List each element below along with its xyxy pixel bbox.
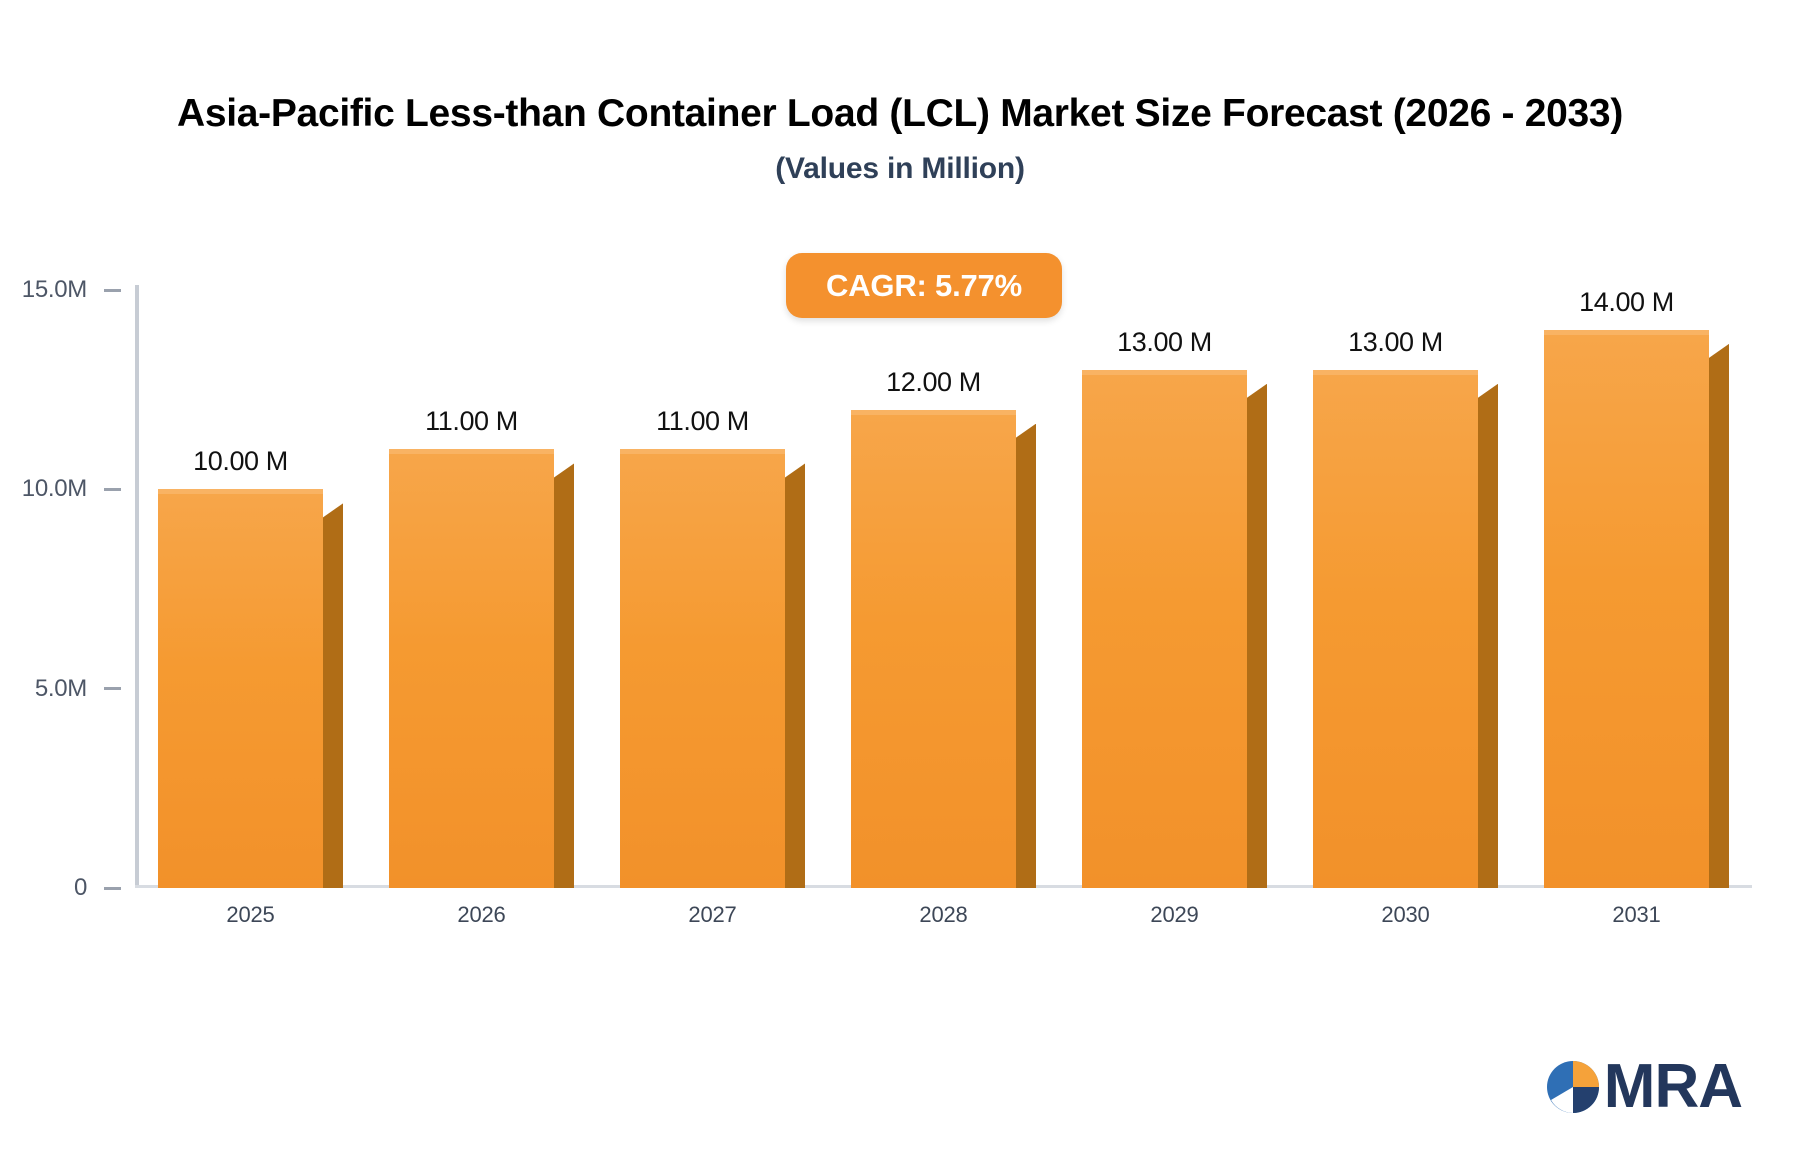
bar-column: 11.00 M [620,406,805,888]
bar-3d-shape [620,449,805,888]
bar-column: 11.00 M [389,406,574,888]
x-axis-tick-label: 2028 [919,902,968,927]
bar-series: 10.00 M 11.00 M 11.00 M 12.00 M 13.00 M 13.00… [135,287,1752,888]
bar-top-edge [389,449,554,455]
bar-3d-shape [851,409,1036,888]
logo-text: MRA [1603,1052,1743,1121]
y-axis-tick-mark [104,487,121,491]
y-axis-tick-label: 5.0M [34,674,87,702]
bar-front-face [1544,329,1709,888]
bar-3d-shape [1313,369,1498,888]
bar-front-face [1313,369,1478,888]
bar-column: 12.00 M [851,367,1036,888]
bar-front-face [620,449,785,888]
x-axis-tick-label: 2027 [688,902,737,927]
bar-front-face [851,409,1016,888]
mra-logo: MRA [1544,1052,1743,1121]
chart-header: Asia-Pacific Less-than Container Load (L… [0,92,1800,186]
bar-value-label: 13.00 M [1348,326,1443,357]
y-axis-tick: 0 [74,874,135,902]
bar-side-face [1709,343,1729,888]
cagr-badge: CAGR: 5.77% [786,253,1062,318]
x-axis-tick-label: 2029 [1150,902,1199,927]
bar-side-face [1478,383,1498,888]
x-axis-tick-label: 2025 [226,902,275,927]
bar-column: 14.00 M [1544,287,1729,888]
y-axis-tick-mark [104,288,121,292]
bar-3d-shape [389,449,574,888]
y-axis-tick-mark [104,687,121,691]
bar-top-edge [1313,369,1478,375]
bar-top-edge [620,449,785,455]
y-axis-line [135,285,139,885]
bar-front-face [1082,369,1247,888]
bar-side-face [1016,423,1036,888]
y-axis-tick: 10.0M [22,475,135,503]
bar-value-label: 14.00 M [1579,286,1674,317]
y-axis-tick-label: 0 [73,874,87,901]
bar-column: 13.00 M [1313,327,1498,888]
y-axis-tick: 5.0M [35,675,135,703]
bar-value-label: 10.00 M [193,446,288,477]
bar-3d-shape [158,489,343,888]
bar-front-face [389,449,554,888]
bar-top-edge [158,489,323,495]
bar-side-face [554,463,574,888]
bar-3d-shape [1082,369,1267,888]
bar-top-edge [851,409,1016,415]
cagr-badge-label: CAGR: 5.77% [826,267,1022,303]
bar-value-label: 11.00 M [656,406,749,437]
x-axis-tick-label: 2031 [1612,902,1661,927]
y-axis-tick: 15.0M [22,276,135,304]
bar-side-face [1247,383,1267,888]
page-title: Asia-Pacific Less-than Container Load (L… [176,92,1624,135]
chart-subtitle: (Values in Million) [775,151,1025,185]
x-axis-tick-label: 2030 [1381,902,1430,927]
plot-area: 15.0M 10.0M 5.0M 0 10.00 M 11.00 M 11.00 M 12.… [22,276,1752,927]
bar-side-face [323,503,343,888]
y-axis-tick-label: 10.0M [21,475,88,503]
y-axis-tick-mark [104,886,121,890]
bar-value-label: 13.00 M [1117,326,1212,357]
bar-value-label: 12.00 M [886,366,981,397]
bar-top-edge [1544,329,1709,335]
bar-3d-shape [1544,329,1729,888]
bar-side-face [785,463,805,888]
bar-column: 13.00 M [1082,327,1267,888]
bar-top-edge [1082,369,1247,375]
x-axis-tick-label: 2026 [457,902,506,927]
bar-front-face [158,489,323,888]
y-axis-tick-label: 15.0M [21,276,88,303]
pie-chart-icon [1544,1058,1602,1116]
bar-column: 10.00 M [158,446,343,888]
bar-value-label: 11.00 M [425,406,518,437]
